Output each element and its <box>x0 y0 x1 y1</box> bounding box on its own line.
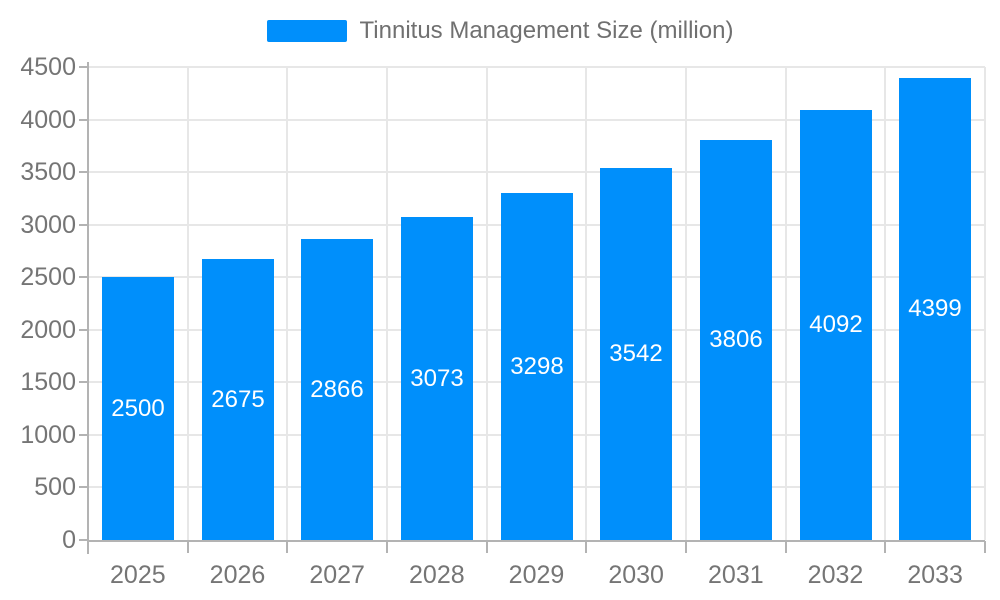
y-axis-tick <box>79 223 88 226</box>
legend-marker <box>266 20 347 42</box>
bar[interactable]: 4399 <box>899 78 971 540</box>
x-axis-tick-label: 2027 <box>309 561 365 589</box>
gridline-vertical <box>585 67 588 540</box>
y-axis-tick <box>79 276 88 279</box>
bar[interactable]: 4092 <box>800 110 872 540</box>
x-axis-tick-label: 2030 <box>608 561 664 589</box>
y-axis-tick-label: 4000 <box>20 105 76 134</box>
bar-value-label: 2866 <box>310 376 364 403</box>
y-axis-line <box>87 62 89 554</box>
y-axis-tick-label: 4500 <box>20 53 76 81</box>
gridline-horizontal <box>88 118 985 121</box>
x-axis-tick-label: 2026 <box>209 561 266 589</box>
x-axis-tick <box>485 541 488 553</box>
bar[interactable]: 3298 <box>501 193 573 540</box>
y-axis-tick <box>79 118 88 121</box>
y-axis-tick-label: 500 <box>34 473 76 502</box>
x-axis-tick <box>585 541 588 553</box>
legend[interactable]: Tinnitus Management Size (million) <box>0 17 1000 45</box>
bar-value-label: 3073 <box>410 365 464 392</box>
gridline-horizontal <box>88 66 985 68</box>
y-axis-tick <box>79 433 88 436</box>
y-axis-tick <box>79 328 88 331</box>
y-axis-tick <box>79 171 88 174</box>
bar[interactable]: 2866 <box>301 239 373 540</box>
x-axis-tick-label: 2033 <box>907 561 963 589</box>
x-axis-tick <box>186 541 189 553</box>
y-axis-tick-label: 1000 <box>20 420 76 449</box>
y-axis-tick-label: 0 <box>62 526 76 554</box>
bar-value-label: 3298 <box>510 353 564 380</box>
bar[interactable]: 3073 <box>401 217 473 540</box>
gridline-vertical <box>186 67 189 540</box>
y-axis-tick-label: 2000 <box>20 315 76 344</box>
bar-value-label: 2500 <box>111 395 165 422</box>
bar-value-label: 4092 <box>809 311 863 338</box>
gridline-horizontal <box>88 171 985 174</box>
gridline-vertical <box>984 67 986 540</box>
bar[interactable]: 3542 <box>600 168 672 540</box>
bar-value-label: 4399 <box>908 295 962 322</box>
y-axis-tick <box>79 381 88 384</box>
x-axis-tick <box>286 541 289 553</box>
y-axis-tick <box>79 539 88 541</box>
y-axis-tick-label: 1500 <box>20 368 76 397</box>
bar[interactable]: 2675 <box>202 259 274 540</box>
gridline-vertical <box>784 67 787 540</box>
gridline-vertical <box>485 67 488 540</box>
y-axis-tick <box>79 66 88 68</box>
y-axis-tick-label: 2500 <box>20 263 76 292</box>
bar[interactable]: 3806 <box>700 140 772 540</box>
x-axis-tick-label: 2028 <box>409 561 465 589</box>
y-axis-tick-label: 3000 <box>20 210 76 239</box>
y-axis-tick-label: 3500 <box>20 158 76 187</box>
bar-value-label: 3542 <box>609 340 663 367</box>
x-axis-line <box>88 540 985 542</box>
x-axis-tick <box>884 541 887 553</box>
x-axis-tick-label: 2025 <box>110 561 166 589</box>
bar-value-label: 3806 <box>709 326 763 353</box>
x-axis-tick-label: 2029 <box>508 561 565 589</box>
gridline-vertical <box>286 67 289 540</box>
bar[interactable]: 2500 <box>102 277 174 540</box>
x-axis-tick <box>685 541 687 553</box>
x-axis-tick <box>784 541 787 553</box>
bar-value-label: 2675 <box>211 386 265 413</box>
legend-label: Tinnitus Management Size (million) <box>359 17 734 44</box>
x-axis-tick-label: 2032 <box>807 561 864 589</box>
y-axis-tick <box>79 486 88 489</box>
x-axis-tick <box>386 541 388 553</box>
x-axis-tick <box>984 541 986 553</box>
x-axis-tick-label: 2031 <box>708 561 764 589</box>
gridline-vertical <box>685 67 687 540</box>
gridline-vertical <box>884 67 887 540</box>
gridline-vertical <box>386 67 388 540</box>
